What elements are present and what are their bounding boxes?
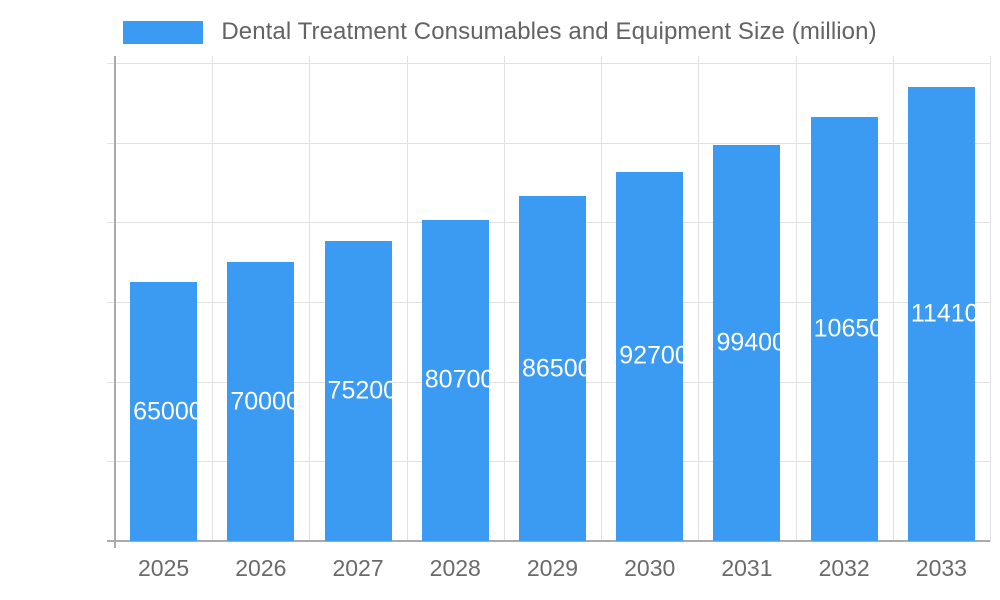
bar-rect bbox=[227, 262, 295, 541]
gridline-horizontal bbox=[107, 63, 990, 64]
bar[interactable]: 75200 bbox=[324, 241, 392, 541]
x-axis-tick-label: 2028 bbox=[429, 555, 481, 581]
bar-rect bbox=[519, 196, 586, 541]
y-axis-line bbox=[114, 56, 116, 548]
x-axis-tick-label: 2031 bbox=[721, 555, 773, 581]
x-axis-line bbox=[107, 540, 990, 542]
gridline-vertical bbox=[893, 56, 894, 542]
x-axis-tick-label: 2025 bbox=[138, 555, 190, 581]
gridline-horizontal bbox=[107, 142, 990, 144]
bar[interactable]: 80700 bbox=[421, 219, 489, 541]
gridline-vertical bbox=[407, 56, 408, 542]
bar-rect bbox=[616, 171, 684, 541]
x-axis-tick-label: 2027 bbox=[332, 555, 384, 581]
x-axis-tick-label: 2030 bbox=[624, 555, 676, 581]
gridline-vertical bbox=[796, 56, 797, 542]
gridline-vertical bbox=[309, 56, 310, 542]
x-axis-tick-label: 2026 bbox=[235, 555, 287, 581]
x-axis-tick-label: 2033 bbox=[915, 555, 967, 581]
bar-rect bbox=[421, 219, 489, 541]
bar[interactable]: 86500 bbox=[519, 196, 586, 541]
x-axis-tick-label: 2032 bbox=[818, 555, 870, 581]
chart-legend: Dental Treatment Consumables and Equipme… bbox=[0, 12, 1000, 52]
bar[interactable]: 70000 bbox=[227, 262, 295, 541]
gridline-vertical bbox=[601, 56, 602, 542]
bar[interactable]: 65000 bbox=[130, 282, 198, 541]
gridline-vertical bbox=[212, 56, 213, 542]
bar-rect bbox=[130, 282, 198, 541]
gridline-vertical bbox=[698, 56, 699, 542]
bar-rect bbox=[810, 116, 878, 541]
legend-color-swatch bbox=[123, 20, 204, 44]
gridline-vertical bbox=[504, 56, 505, 542]
x-axis-tick-label: 2029 bbox=[526, 555, 579, 581]
bar-rect bbox=[907, 86, 975, 541]
bar-rect bbox=[324, 241, 392, 541]
bar[interactable]: 99400 bbox=[713, 145, 781, 541]
bar-rect bbox=[713, 145, 781, 541]
bar[interactable]: 92700 bbox=[616, 171, 684, 541]
legend-label: Dental Treatment Consumables and Equipme… bbox=[221, 18, 877, 45]
gridline-vertical bbox=[990, 56, 991, 542]
bar[interactable]: 114100 bbox=[907, 86, 975, 541]
bar[interactable]: 106500 bbox=[810, 116, 878, 541]
plot-area: 020000400006000080000100000120000 202520… bbox=[107, 56, 991, 581]
